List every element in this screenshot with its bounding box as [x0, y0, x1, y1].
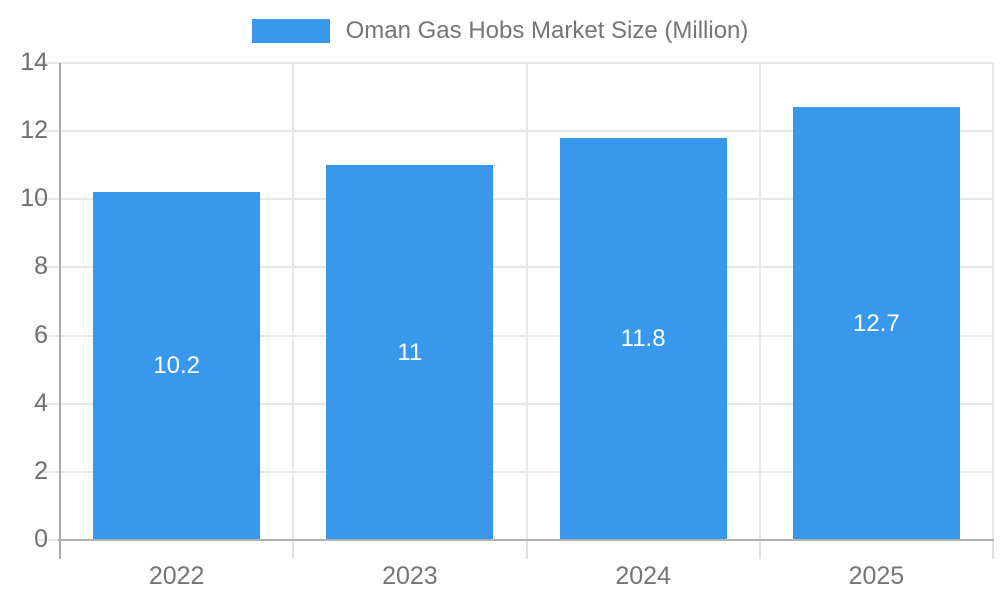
x-axis-category-label: 2023 — [382, 562, 438, 590]
legend-swatch-icon — [251, 19, 330, 43]
bar-2024[interactable] — [559, 137, 727, 540]
gridline-vertical — [292, 63, 295, 540]
y-axis-line — [59, 63, 61, 559]
y-axis-tick — [38, 334, 60, 337]
x-axis-tick — [292, 540, 295, 559]
x-axis-category-label: 2024 — [615, 562, 671, 590]
y-axis-tick-label: 12 — [20, 116, 48, 145]
y-axis-tick — [38, 62, 60, 64]
y-axis-tick-label: 14 — [20, 48, 48, 76]
y-axis-tick-label: 8 — [34, 252, 48, 281]
x-axis-category-label: 2025 — [848, 562, 905, 590]
x-axis-tick — [525, 540, 528, 559]
gridline-vertical — [758, 63, 761, 540]
x-axis-tick — [758, 540, 761, 559]
y-axis-tick — [38, 130, 60, 133]
bar-2025[interactable] — [792, 107, 960, 540]
legend-label: Oman Gas Hobs Market Size (Million) — [345, 17, 749, 44]
y-axis-tick — [38, 266, 60, 269]
gridline-vertical — [525, 63, 528, 540]
y-axis-tick-label: 2 — [34, 456, 48, 485]
y-axis-tick-label: 10 — [20, 184, 48, 213]
y-axis-tick-label: 6 — [34, 320, 48, 349]
bar-2022[interactable] — [93, 192, 261, 540]
gridline-vertical — [992, 63, 994, 540]
y-axis-tick-label: 4 — [34, 388, 48, 417]
y-axis-tick — [38, 470, 60, 473]
x-axis-tick — [992, 540, 994, 559]
x-axis-line — [58, 539, 994, 541]
y-axis-tick — [38, 198, 60, 201]
y-axis-tick-label: 0 — [34, 525, 48, 553]
y-axis-tick — [38, 539, 60, 541]
y-axis-tick — [38, 402, 60, 405]
x-axis-category-label: 2022 — [148, 562, 205, 590]
legend[interactable]: Oman Gas Hobs Market Size (Million) — [0, 17, 1000, 45]
bar-2023[interactable] — [326, 165, 494, 540]
